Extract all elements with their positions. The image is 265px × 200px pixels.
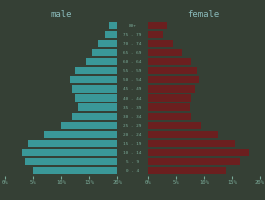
- Bar: [148, 49, 183, 56]
- Title: female: female: [188, 10, 220, 19]
- Bar: [148, 167, 226, 174]
- Bar: [45, 131, 117, 138]
- Bar: [148, 103, 190, 111]
- Bar: [148, 94, 191, 102]
- Bar: [61, 122, 117, 129]
- Bar: [148, 140, 235, 147]
- Bar: [22, 149, 117, 156]
- Bar: [148, 122, 201, 129]
- Bar: [72, 113, 117, 120]
- Bar: [148, 131, 218, 138]
- Bar: [148, 76, 199, 83]
- Bar: [70, 76, 117, 83]
- Bar: [86, 58, 117, 65]
- Bar: [148, 31, 164, 38]
- Bar: [148, 158, 240, 165]
- Bar: [92, 49, 117, 56]
- Bar: [105, 31, 117, 38]
- Title: male: male: [51, 10, 72, 19]
- Bar: [148, 40, 173, 47]
- Bar: [72, 85, 117, 93]
- Bar: [75, 94, 117, 102]
- Bar: [148, 58, 191, 65]
- Bar: [148, 67, 197, 74]
- Bar: [148, 149, 249, 156]
- Bar: [33, 167, 117, 174]
- Bar: [109, 22, 117, 29]
- Bar: [148, 22, 167, 29]
- Bar: [28, 140, 117, 147]
- Bar: [98, 40, 117, 47]
- Bar: [148, 113, 191, 120]
- Bar: [75, 67, 117, 74]
- Bar: [148, 85, 195, 93]
- Bar: [25, 158, 117, 165]
- Bar: [78, 103, 117, 111]
